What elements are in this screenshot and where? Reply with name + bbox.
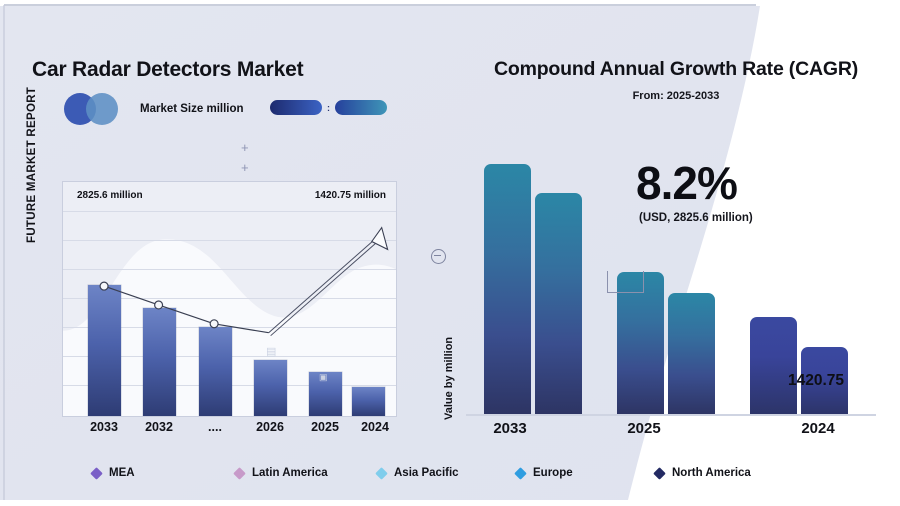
x-tick-2026: 2026 <box>256 420 284 434</box>
legend-label-mea: MEA <box>109 467 135 479</box>
y-axis-label-right: Value by million <box>443 336 455 420</box>
left-panel-title: Car Radar Detectors Market <box>32 58 304 81</box>
plus-icon: + <box>241 140 249 155</box>
corner-bracket-icon <box>643 271 645 293</box>
value-annotation-start: 2825.6 million <box>77 190 143 201</box>
bar-2024 <box>352 387 385 416</box>
x-tick-2025: 2025 <box>627 420 661 437</box>
left-chart-x-axis: 2033 2032 .... 2026 2025 2024 <box>62 420 397 444</box>
legend-item-europe[interactable]: Europe <box>514 466 573 480</box>
bar-group <box>63 182 396 416</box>
trend-overlay <box>99 226 389 337</box>
pill-separator-icon: : <box>327 102 330 113</box>
legend-label-asia-pacific: Asia Pacific <box>394 467 459 479</box>
bar-2025-primary <box>617 272 664 415</box>
left-bar-chart: 2825.6 million 1420.75 million ▤ ▣ <box>62 181 397 417</box>
gridline <box>63 269 396 270</box>
x-tick-2032: 2032 <box>145 420 173 434</box>
legend-swatch-europe <box>514 466 527 480</box>
bar-2033-secondary <box>535 193 582 415</box>
legend: MEA Latin America Asia Pacific Europe No… <box>0 462 900 490</box>
watermark-icon: ▣ <box>319 372 328 382</box>
bar-2025-secondary <box>668 293 715 415</box>
gridline <box>63 298 396 299</box>
legend-label-europe: Europe <box>533 467 573 479</box>
watermark-icon: ▤ <box>266 346 277 358</box>
gradient-pill-group: : <box>270 100 387 115</box>
x-tick-2024: 2024 <box>801 420 835 437</box>
gridline <box>63 211 396 212</box>
legend-label-north-america: North America <box>672 467 751 479</box>
bar-2032 <box>143 308 176 416</box>
value-annotation-end: 1420.75 million <box>314 190 386 201</box>
legend-item-asia-pacific[interactable]: Asia Pacific <box>375 466 459 480</box>
x-tick-ellipsis: .... <box>208 420 222 434</box>
legend-item-north-america[interactable]: North America <box>653 466 751 480</box>
right-panel-title: Compound Annual Growth Rate (CAGR) <box>493 58 859 80</box>
gridline <box>63 240 396 241</box>
cagr-note: (USD, 2825.6 million) <box>639 212 753 224</box>
x-tick-2024: 2024 <box>361 420 389 434</box>
gradient-pill-secondary <box>335 100 387 115</box>
market-size-chip-label: Market Size million <box>140 103 244 115</box>
growth-arrow-icon <box>268 226 389 337</box>
legend-swatch-north-america <box>653 466 666 480</box>
right-chart-baseline <box>466 414 876 416</box>
corner-bracket-icon <box>607 271 644 293</box>
legend-swatch-asia-pacific <box>375 466 388 480</box>
right-bar-chart <box>466 150 886 415</box>
legend-swatch-mea <box>90 466 103 480</box>
bar-2024-primary <box>750 317 797 415</box>
right-chart-data-label: 1420.75 <box>788 372 845 389</box>
plus-icon: + <box>241 160 249 175</box>
right-panel-subtitle: From: 2025-2033 <box>632 90 720 102</box>
legend-swatch-latin-america <box>233 466 246 480</box>
x-tick-2033: 2033 <box>90 420 118 434</box>
circle-minus-icon <box>431 249 446 264</box>
cagr-value: 8.2% <box>636 157 738 209</box>
legend-item-mea[interactable]: MEA <box>90 466 135 480</box>
gradient-pill-primary <box>270 100 322 115</box>
venn-circles-icon <box>64 93 126 125</box>
x-tick-2025: 2025 <box>311 420 339 434</box>
right-chart-x-axis: 2033 2025 2024 <box>466 420 886 446</box>
bar-2033 <box>88 285 121 416</box>
y-axis-label-left: FUTURE MARKET REPORT <box>26 86 38 243</box>
legend-item-latin-america[interactable]: Latin America <box>233 466 328 480</box>
bar-2026 <box>254 360 287 416</box>
bar-2033-primary <box>484 164 531 415</box>
bar-ellipsis <box>199 327 232 416</box>
bar-2025 <box>309 372 342 416</box>
market-size-chip: Market Size million <box>64 92 244 126</box>
bar-2024-secondary <box>801 347 848 415</box>
legend-label-latin-america: Latin America <box>252 467 328 479</box>
x-tick-2033: 2033 <box>493 420 527 437</box>
